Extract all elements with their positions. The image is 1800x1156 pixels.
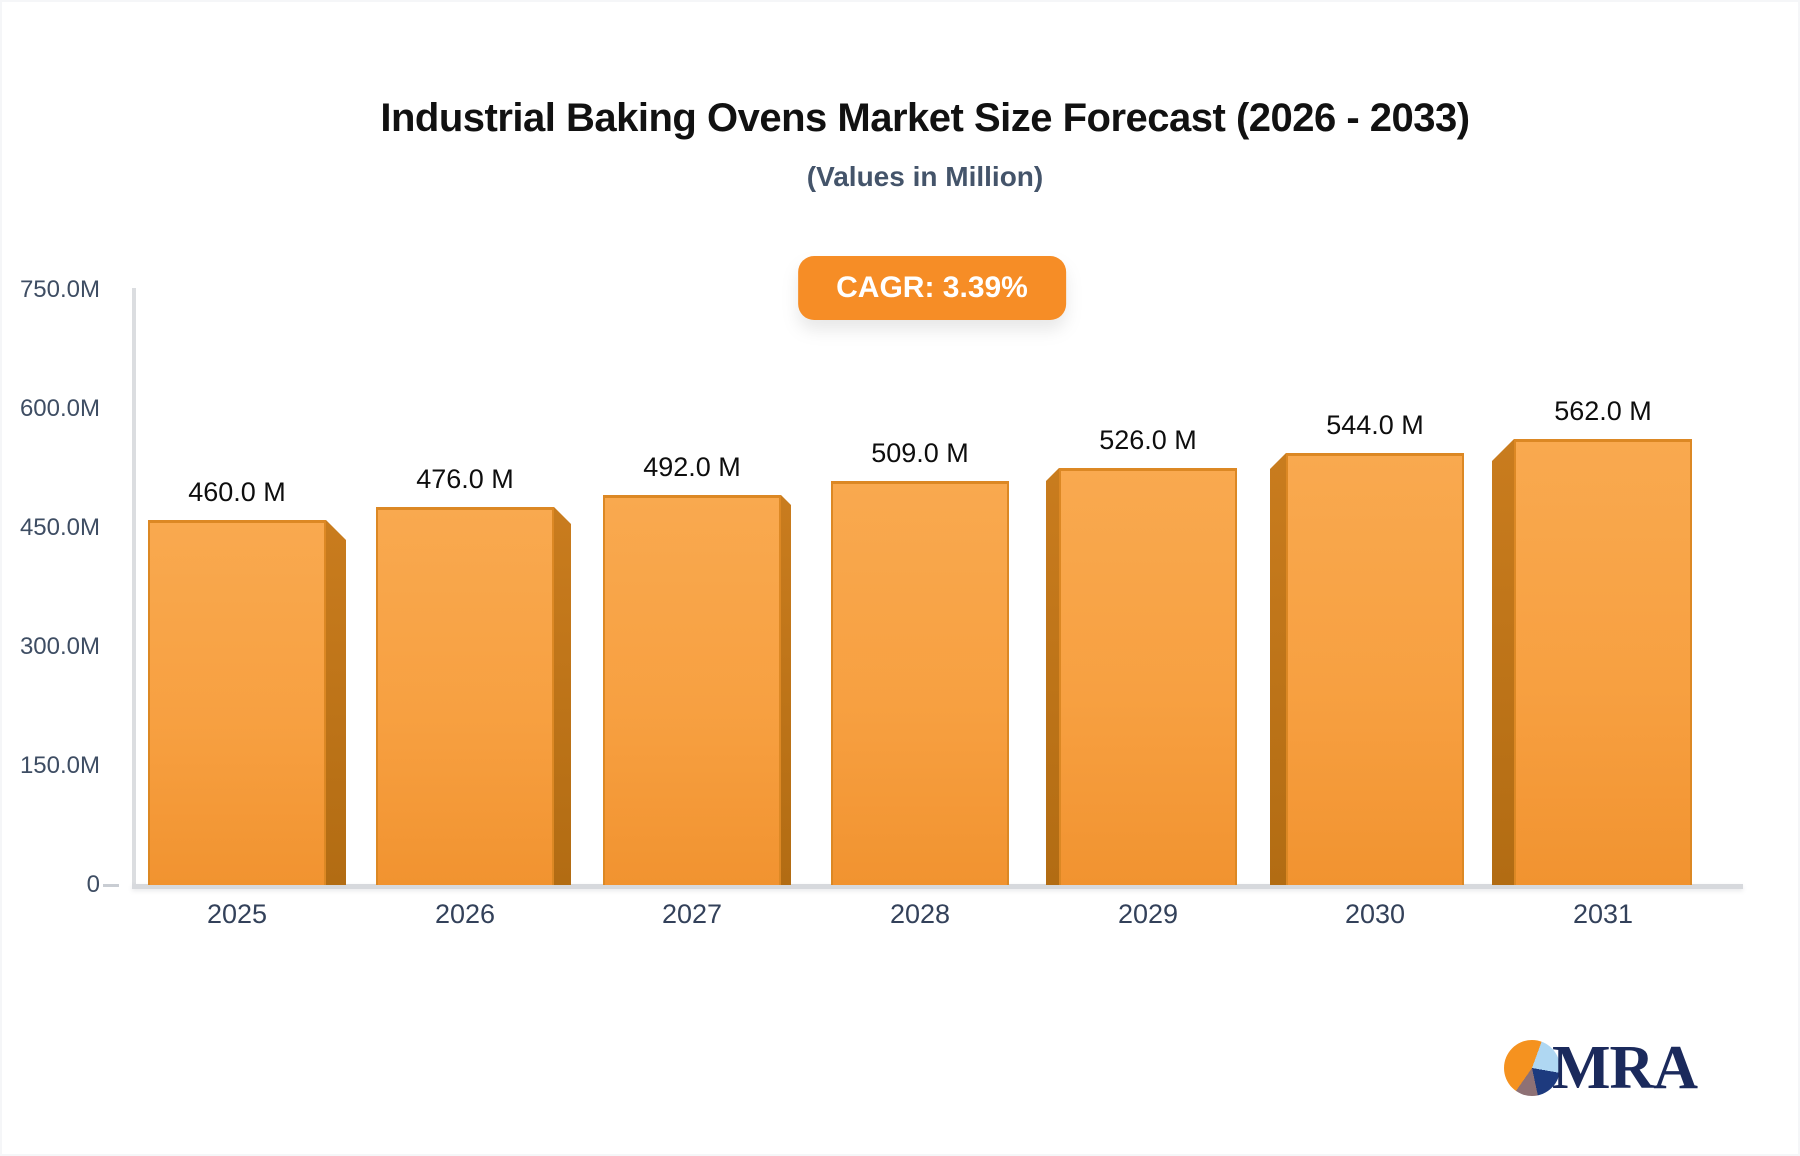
x-tick-label: 2027 [661, 899, 723, 929]
bar-side-face [1492, 439, 1514, 885]
y-tick-label: 450.0M [19, 514, 100, 541]
y-tick-label: 150.0M [19, 752, 100, 779]
y-axis-tick-labels: 750.0M 600.0M 450.0M 300.0M 150.0M 0 [0, 276, 100, 898]
y-tick-label: 750.0M [19, 276, 100, 303]
bar-value-label: 460.0 M [188, 477, 286, 507]
bar-value-label: 509.0 M [871, 438, 969, 468]
bar-side-face [1046, 468, 1059, 885]
bar-value-label: 476.0 M [416, 464, 514, 494]
chart-subtitle: (Values in Million) [806, 161, 1044, 192]
brand-logo: MRA [1504, 1034, 1698, 1102]
x-tick-label: 2030 [1344, 899, 1406, 929]
x-tick-label: 2031 [1572, 899, 1634, 929]
bar-2029[interactable] [1059, 468, 1237, 885]
logo-pie-icon [1504, 1040, 1560, 1096]
bar-2028[interactable] [831, 481, 1009, 885]
bar-side-face [1270, 453, 1286, 885]
x-tick-label: 2028 [889, 899, 951, 929]
x-tick-label: 2029 [1117, 899, 1179, 929]
chart-title: Industrial Baking Ovens Market Size Fore… [380, 96, 1470, 140]
x-axis-line [132, 884, 1743, 889]
bar-2031[interactable] [1514, 439, 1692, 885]
bar-side-face [326, 520, 346, 885]
chart-header: Industrial Baking Ovens Market Size Fore… [50, 96, 1800, 193]
bar-side-face [781, 495, 791, 885]
y-tick-label: 300.0M [19, 633, 100, 660]
bar-value-label: 492.0 M [643, 452, 741, 482]
x-tick-label: 2025 [206, 899, 268, 929]
logo-text: MRA [1552, 1034, 1698, 1102]
y-axis-line [132, 288, 136, 888]
y-tick-label: 600.0M [19, 395, 100, 422]
bar-value-label: 562.0 M [1554, 396, 1652, 426]
bar-2030[interactable] [1286, 453, 1464, 885]
cagr-badge: CAGR: 3.39% [798, 256, 1066, 320]
y-tick-label: 0 [86, 871, 100, 898]
x-tick-label: 2026 [434, 899, 496, 929]
bar-2025[interactable] [148, 520, 326, 885]
zero-tick-mark [103, 884, 119, 887]
bar-value-label: 526.0 M [1099, 425, 1197, 455]
bar-2027[interactable] [603, 495, 781, 885]
bar-2026[interactable] [376, 507, 554, 885]
bar-value-label: 544.0 M [1326, 410, 1424, 440]
bar-side-face [554, 507, 571, 885]
plot-area: 460.0 M 2025 476.0 M 2026 492.0 M 2027 509.0 M… [132, 288, 1743, 929]
